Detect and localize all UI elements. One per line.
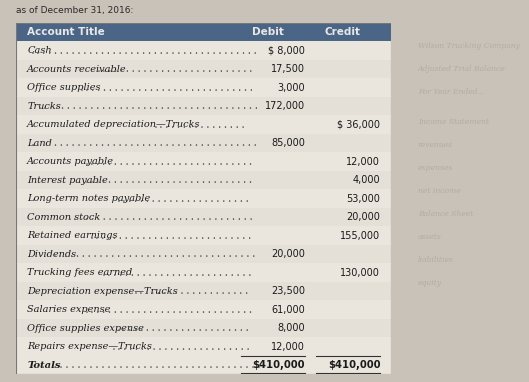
Text: Cash: Cash [27, 46, 52, 55]
Text: $ 8,000: $ 8,000 [268, 46, 305, 56]
FancyBboxPatch shape [16, 171, 391, 189]
Text: 17,500: 17,500 [271, 64, 305, 74]
FancyBboxPatch shape [16, 319, 391, 337]
FancyBboxPatch shape [16, 23, 391, 374]
Text: ......................................: ...................................... [37, 101, 260, 111]
Text: Interest payable: Interest payable [27, 176, 108, 185]
Text: $410,000: $410,000 [252, 360, 305, 370]
Text: .............................: ............................. [84, 175, 254, 185]
Text: 4,000: 4,000 [352, 175, 380, 185]
Text: Credit: Credit [325, 27, 361, 37]
Text: Land: Land [27, 139, 52, 148]
FancyBboxPatch shape [16, 208, 391, 227]
FancyBboxPatch shape [16, 60, 391, 78]
Text: Common stock: Common stock [27, 213, 101, 222]
Text: Depreciation expense—Trucks: Depreciation expense—Trucks [27, 286, 178, 296]
Text: 61,000: 61,000 [271, 304, 305, 315]
Text: ..........................: .......................... [101, 268, 254, 278]
Text: Accounts receivable: Accounts receivable [27, 65, 127, 74]
FancyBboxPatch shape [16, 97, 391, 115]
Text: ................................: ................................ [67, 212, 255, 222]
Text: .............................: ............................. [84, 157, 254, 167]
FancyBboxPatch shape [16, 282, 391, 300]
Text: ......................................: ...................................... [34, 360, 262, 370]
Text: .............................: ............................. [84, 304, 254, 315]
Text: liabilities: liabilities [418, 256, 454, 264]
Text: 12,000: 12,000 [346, 157, 380, 167]
Text: revenues: revenues [418, 141, 453, 149]
Text: expenses: expenses [418, 164, 453, 172]
Text: Adjusted Trial Balance: Adjusted Trial Balance [418, 65, 506, 73]
Text: Income Statement: Income Statement [418, 118, 489, 126]
Text: 130,000: 130,000 [340, 268, 380, 278]
Text: net income: net income [418, 187, 461, 195]
Text: 8,000: 8,000 [277, 323, 305, 333]
Text: 20,000: 20,000 [271, 249, 305, 259]
Text: 172,000: 172,000 [265, 101, 305, 111]
FancyBboxPatch shape [16, 245, 391, 263]
Text: ........................: ........................ [111, 342, 252, 351]
Text: Office supplies expense: Office supplies expense [27, 324, 144, 333]
Text: $410,000: $410,000 [327, 360, 380, 370]
Text: Repairs expense—Trucks: Repairs expense—Trucks [27, 342, 152, 351]
Text: ...................................: ................................... [52, 249, 258, 259]
Text: Balance Sheet: Balance Sheet [418, 210, 473, 218]
Text: $ 36,000: $ 36,000 [337, 120, 380, 129]
Text: 85,000: 85,000 [271, 138, 305, 148]
Text: Accumulated depreciation—Trucks: Accumulated depreciation—Trucks [27, 120, 200, 129]
Text: .......................: ....................... [116, 194, 251, 204]
Text: Retained earnings: Retained earnings [27, 231, 117, 240]
Text: 53,000: 53,000 [346, 194, 380, 204]
Text: Accounts payable: Accounts payable [27, 157, 114, 166]
Text: Account Title: Account Title [27, 27, 105, 37]
Text: .......................: ....................... [116, 323, 251, 333]
Text: .......................................: ....................................... [30, 138, 259, 148]
Text: assets: assets [418, 233, 442, 241]
Text: 3,000: 3,000 [277, 83, 305, 93]
Text: Totals: Totals [27, 361, 61, 370]
Text: .......................................: ....................................... [30, 46, 259, 56]
Text: Trucks: Trucks [27, 102, 61, 111]
Text: Salaries expense: Salaries expense [27, 305, 111, 314]
Text: ............................: ............................ [89, 231, 253, 241]
FancyBboxPatch shape [16, 23, 391, 41]
Text: Long-term notes payable: Long-term notes payable [27, 194, 150, 203]
Text: 20,000: 20,000 [346, 212, 380, 222]
Text: 155,000: 155,000 [340, 231, 380, 241]
Text: Wilson Trucking Company: Wilson Trucking Company [418, 42, 520, 50]
Text: equity: equity [418, 279, 442, 286]
Text: 23,500: 23,500 [271, 286, 305, 296]
Text: ..............................: .............................. [79, 83, 255, 93]
Text: Debit: Debit [252, 27, 284, 37]
Text: Trucking fees earned: Trucking fees earned [27, 268, 132, 277]
Text: ...........................: ........................... [96, 64, 254, 74]
Text: For Year Ended...: For Year Ended... [418, 88, 485, 96]
FancyBboxPatch shape [16, 134, 391, 152]
Text: as of December 31, 2016:: as of December 31, 2016: [16, 6, 133, 15]
Text: ................: ................ [153, 120, 247, 129]
Text: Office supplies: Office supplies [27, 83, 101, 92]
Text: 12,000: 12,000 [271, 342, 305, 351]
Text: Dividends: Dividends [27, 249, 76, 259]
Text: ....................: .................... [133, 286, 251, 296]
